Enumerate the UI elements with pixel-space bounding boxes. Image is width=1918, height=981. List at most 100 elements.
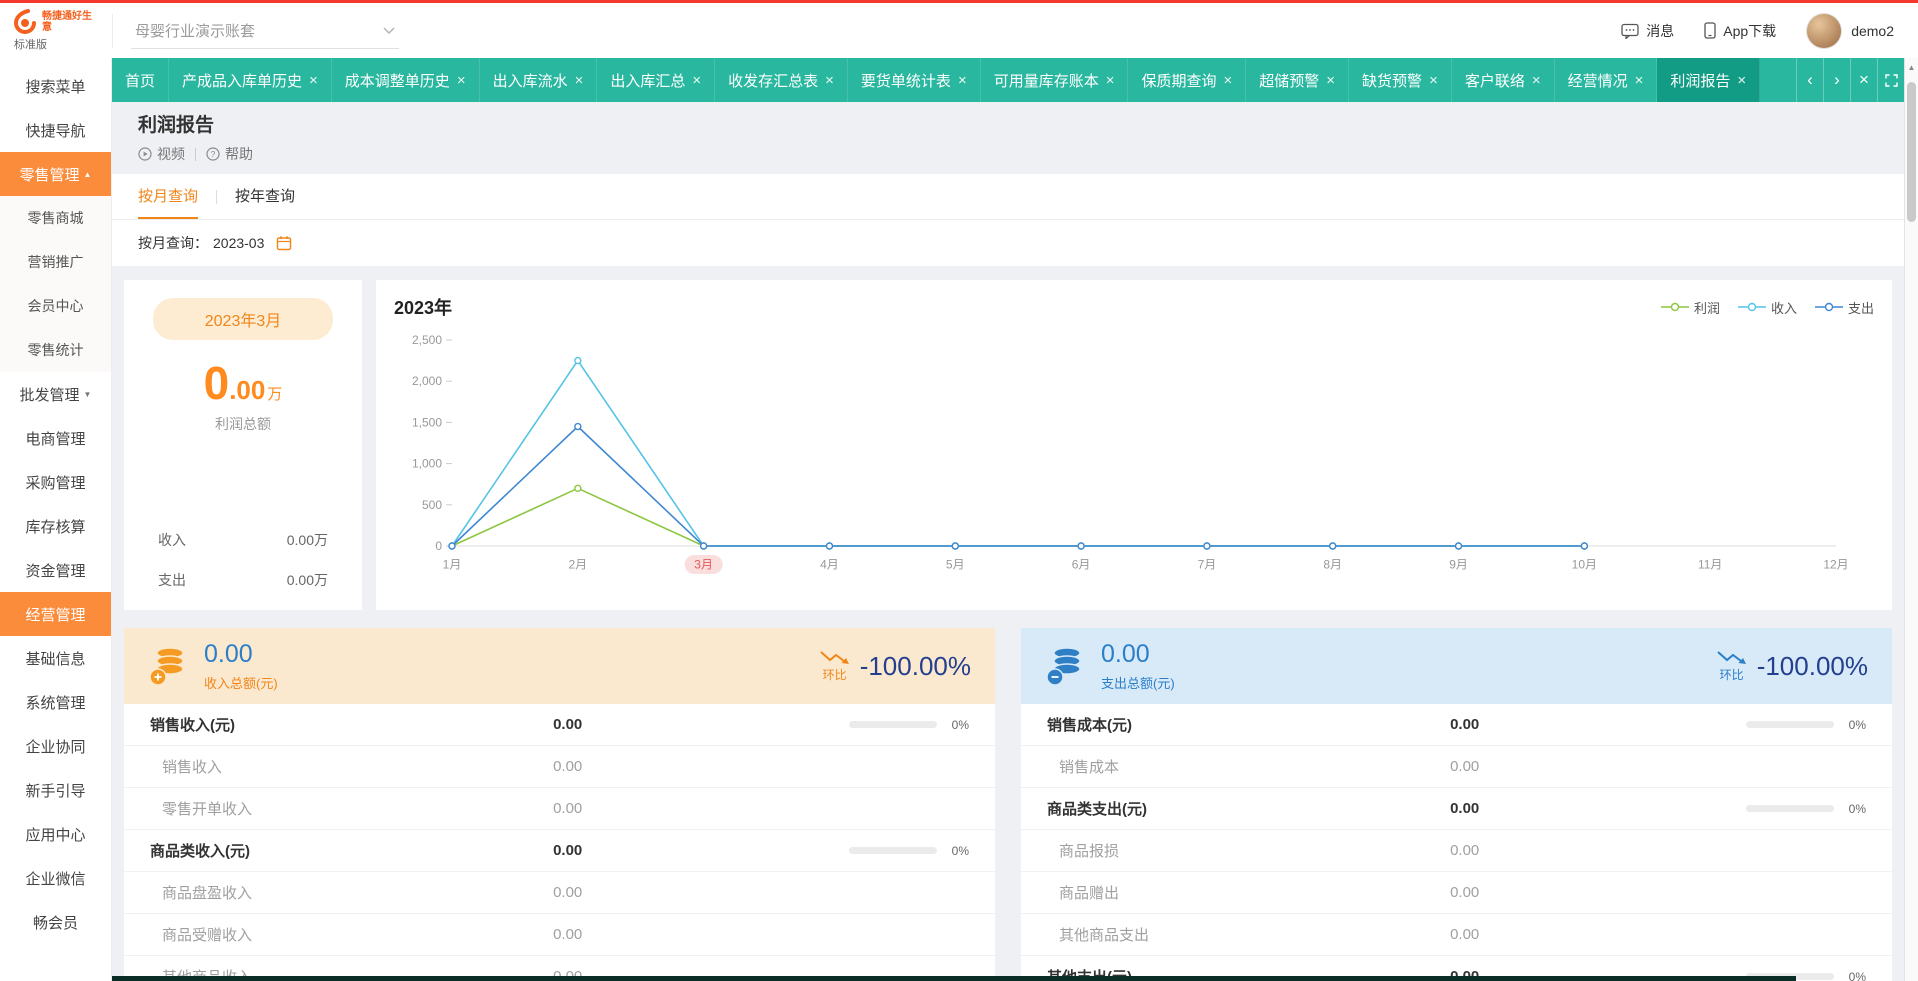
sidebar-item-应用中心[interactable]: 应用中心 — [0, 812, 111, 856]
tab-close-icon[interactable]: × — [1531, 71, 1541, 89]
tab-要货单统计表[interactable]: 要货单统计表 × — [848, 58, 981, 102]
sidebar-item-新手引导[interactable]: 新手引导 — [0, 768, 111, 812]
month-filter-value[interactable]: 2023-03 — [213, 235, 265, 251]
user-menu[interactable]: demo2 — [1806, 12, 1894, 49]
period-badge: 2023年3月 — [153, 298, 333, 340]
tab-close-icon[interactable]: × — [574, 71, 584, 89]
horizontal-scrollbar[interactable] — [112, 976, 1796, 981]
account-select[interactable]: 母婴行业演示账套 — [131, 13, 399, 49]
tab-close-icon[interactable]: × — [1634, 71, 1644, 89]
calendar-icon[interactable] — [276, 235, 292, 251]
tab-经营情况[interactable]: 经营情况 × — [1555, 58, 1658, 102]
tab-close-icon[interactable]: × — [957, 71, 967, 89]
tab-controls: ‹ › × — [1796, 58, 1904, 102]
panel-row-销售成本: 销售成本 0.00 — [1021, 746, 1892, 788]
panel-row-value: 0.00 — [553, 758, 583, 775]
sidebar-item-经营管理[interactable]: 经营管理 — [0, 592, 111, 636]
help-link[interactable]: ? 帮助 — [206, 144, 253, 164]
sidebar-subitem-营销推广[interactable]: 营销推广 — [0, 240, 111, 284]
video-link[interactable]: 视频 — [138, 144, 185, 164]
panel-row-商品报损: 商品报损 0.00 — [1021, 830, 1892, 872]
sidebar-item-电商管理[interactable]: 电商管理 — [0, 416, 111, 460]
panel-row-label: 商品受赠收入 — [162, 927, 253, 944]
panel-row-label: 商品赠出 — [1059, 885, 1120, 902]
sidebar-item-系统管理[interactable]: 系统管理 — [0, 680, 111, 724]
sidebar-item-批发管理[interactable]: 批发管理 ▼ — [0, 372, 111, 416]
tab-缺货预警[interactable]: 缺货预警 × — [1349, 58, 1452, 102]
tab-scroll-right-button[interactable]: › — [1823, 58, 1850, 102]
close-tabs-button[interactable]: × — [1850, 58, 1877, 102]
legend-item-支出[interactable]: 支出 — [1814, 298, 1874, 317]
panel-row-value: 0.00 — [553, 716, 583, 733]
expense-panel: 0.00 支出总额(元) 环比 -100.00% 销售成本(元) 0.00 0% 销售… — [1021, 628, 1892, 981]
tab-close-icon[interactable]: × — [692, 71, 702, 89]
tab-客户联络[interactable]: 客户联络 × — [1452, 58, 1555, 102]
tab-超储预警[interactable]: 超储预警 × — [1246, 58, 1350, 102]
tab-close-icon[interactable]: × — [1223, 71, 1233, 89]
caret-up-icon: ▲ — [83, 169, 92, 179]
sidebar-subitem-零售统计[interactable]: 零售统计 — [0, 328, 111, 372]
sidebar-item-快捷导航[interactable]: 快捷导航 — [0, 108, 111, 152]
username: demo2 — [1851, 22, 1894, 39]
page-head: 利润报告 视频 ? 帮助 — [112, 102, 1904, 164]
divider — [216, 189, 218, 204]
tab-close-icon[interactable]: × — [309, 71, 318, 89]
legend-label: 支出 — [1847, 300, 1874, 316]
tab-收发存汇总表[interactable]: 收发存汇总表 × — [715, 58, 848, 102]
tab-保质期查询[interactable]: 保质期查询 × — [1128, 58, 1247, 102]
sidebar-item-label: 应用中心 — [25, 826, 86, 844]
chart-legend: 利润 收入 支出 — [1660, 298, 1874, 317]
sidebar-item-资金管理[interactable]: 资金管理 — [0, 548, 111, 592]
main-content: 利润报告 视频 ? 帮助 按月查询 按年查询 按月查询： 2023 — [112, 102, 1904, 981]
tab-close-icon[interactable]: × — [1737, 71, 1747, 89]
panel-row-零售开单收入: 零售开单收入 0.00 — [124, 788, 995, 830]
query-tabs: 按月查询 按年查询 — [112, 174, 1904, 220]
legend-item-收入[interactable]: 收入 — [1737, 298, 1797, 317]
sidebar-item-基础信息[interactable]: 基础信息 — [0, 636, 111, 680]
sidebar-item-采购管理[interactable]: 采购管理 — [0, 460, 111, 504]
caret-down-icon: ▼ — [83, 389, 92, 399]
chart-head: 2023年 利润 收入 支出 — [394, 294, 1874, 320]
sidebar-item-企业协同[interactable]: 企业协同 — [0, 724, 111, 768]
scroll-up-arrow-icon[interactable]: ▲ — [1907, 63, 1916, 72]
tab-产成品入库单历史[interactable]: 产成品入库单历史 × — [169, 58, 332, 102]
tab-label: 首页 — [125, 72, 156, 90]
progress-bar — [1746, 721, 1834, 728]
messages-button[interactable]: 消息 — [1621, 21, 1674, 41]
tab-成本调整单历史[interactable]: 成本调整单历史 × — [332, 58, 480, 102]
tab-close-icon[interactable]: × — [1429, 71, 1438, 89]
tab-可用量库存账本[interactable]: 可用量库存账本 × — [981, 58, 1129, 102]
sidebar-item-label: 电商管理 — [25, 430, 86, 448]
scrollbar-thumb[interactable] — [1907, 82, 1916, 222]
profit-total-int: 0 — [203, 357, 230, 409]
tab-出入库流水[interactable]: 出入库流水 × — [480, 58, 598, 102]
sidebar-item-畅会员[interactable]: 畅会员 — [0, 900, 111, 944]
tab-出入库汇总[interactable]: 出入库汇总 × — [597, 58, 716, 102]
tab-首页[interactable]: 首页 — [112, 58, 170, 102]
avatar[interactable] — [1806, 12, 1843, 49]
sidebar-item-零售管理[interactable]: 零售管理 ▲ — [0, 152, 111, 196]
fullscreen-button[interactable] — [1877, 58, 1904, 102]
sidebar-subitem-会员中心[interactable]: 会员中心 — [0, 284, 111, 328]
tab-close-icon[interactable]: × — [825, 71, 834, 89]
panel-row-label: 销售成本 — [1059, 759, 1120, 776]
sidebar-item-库存核算[interactable]: 库存核算 — [0, 504, 111, 548]
legend-item-利润[interactable]: 利润 — [1660, 298, 1720, 317]
help-link-label: 帮助 — [225, 146, 253, 162]
query-tab-按月查询[interactable]: 按月查询 — [138, 174, 199, 219]
profit-total-dec: .00 — [229, 375, 266, 405]
tab-close-icon[interactable]: × — [456, 71, 466, 89]
query-tab-按年查询[interactable]: 按年查询 — [235, 188, 296, 205]
panel-row-label: 商品报损 — [1059, 843, 1120, 860]
profit-chart-svg[interactable]: 0 500 1,000 1,500 2,000 2,500 1月 2月 3月 4月 5月 6月 7月 8月… — [394, 324, 1854, 586]
vertical-scrollbar[interactable]: ▲ — [1904, 58, 1918, 981]
sidebar-subitem-零售商城[interactable]: 零售商城 — [0, 196, 111, 240]
tab-close-icon[interactable]: × — [1326, 71, 1336, 89]
summary-row-label: 支出 — [158, 572, 186, 588]
sidebar-item-搜索菜单[interactable]: 搜索菜单 — [0, 64, 111, 108]
app-download-button[interactable]: App下载 — [1704, 21, 1776, 41]
tab-scroll-left-button[interactable]: ‹ — [1796, 58, 1823, 102]
tab-close-icon[interactable]: × — [1105, 71, 1115, 89]
sidebar-item-企业微信[interactable]: 企业微信 — [0, 856, 111, 900]
tab-利润报告[interactable]: 利润报告 × — [1657, 58, 1761, 102]
